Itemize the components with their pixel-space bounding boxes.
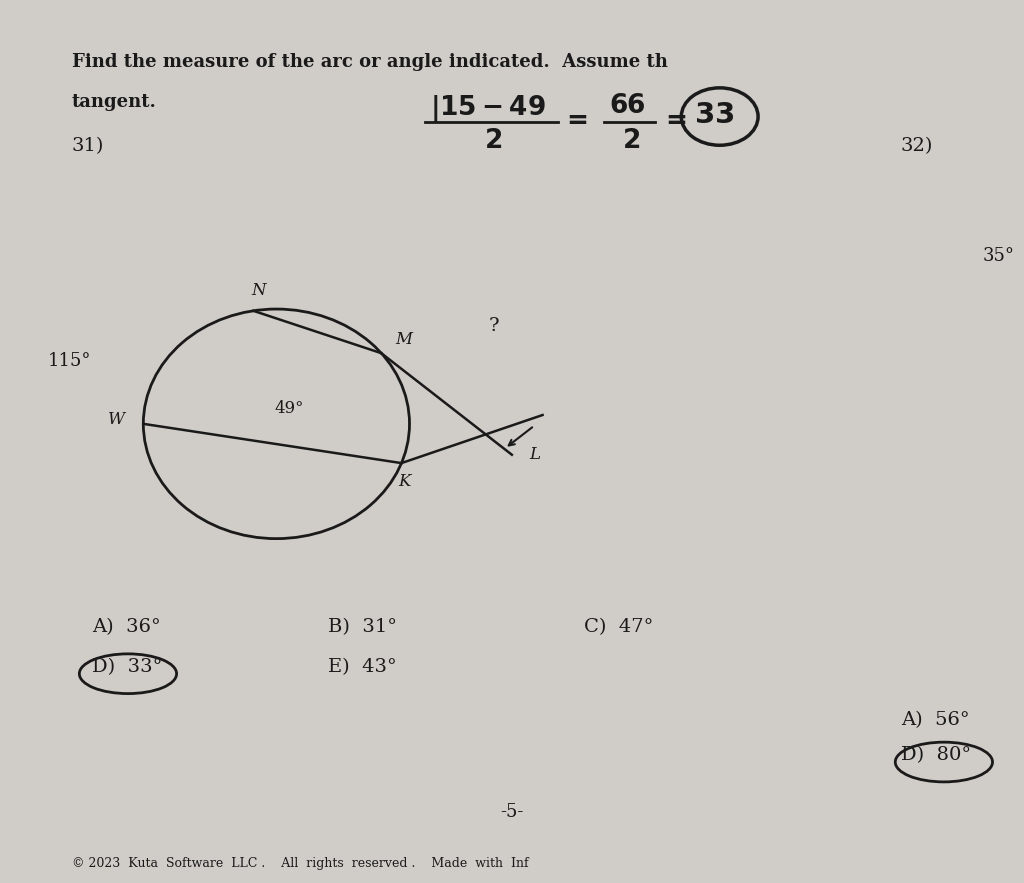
Text: © 2023  Kuta  Software  LLC .    All  rights  reserved .    Made  with  Inf: © 2023 Kuta Software LLC . All rights re… [72,857,528,870]
Text: E)  43°: E) 43° [328,658,396,675]
Text: tangent.: tangent. [72,93,157,110]
Text: D)  80°: D) 80° [901,746,971,764]
Text: L: L [528,446,540,464]
Text: 35°: 35° [983,247,1015,265]
Text: 49°: 49° [274,400,303,418]
Text: 32): 32) [901,137,933,155]
Text: $\mathbf{2}$: $\mathbf{2}$ [484,128,503,154]
Text: K: K [398,473,411,490]
Text: 115°: 115° [48,352,91,371]
Text: $\mathbf{33}$: $\mathbf{33}$ [694,101,734,129]
Text: D)  33°: D) 33° [92,658,163,675]
Text: 31): 31) [72,137,104,155]
Text: W: W [109,411,125,428]
Text: B)  31°: B) 31° [328,618,396,636]
Text: $\mathbf{2}$: $\mathbf{2}$ [623,128,641,154]
Text: Find the measure of the arc or angle indicated.  Assume th: Find the measure of the arc or angle ind… [72,53,668,71]
Text: ?: ? [488,317,499,336]
Text: $\mathbf{=}$: $\mathbf{=}$ [561,106,588,132]
Text: C)  47°: C) 47° [584,618,653,636]
Text: $\mathbf{66}$: $\mathbf{66}$ [609,93,645,118]
Text: N: N [251,282,265,299]
Text: M: M [395,331,413,348]
Text: $\mathbf{|15-49}$: $\mathbf{|15-49}$ [430,93,546,124]
Text: A)  36°: A) 36° [92,618,161,636]
Text: A)  56°: A) 56° [901,711,970,728]
Text: -5-: -5- [500,803,523,821]
Text: $\mathbf{=}$: $\mathbf{=}$ [660,106,687,132]
